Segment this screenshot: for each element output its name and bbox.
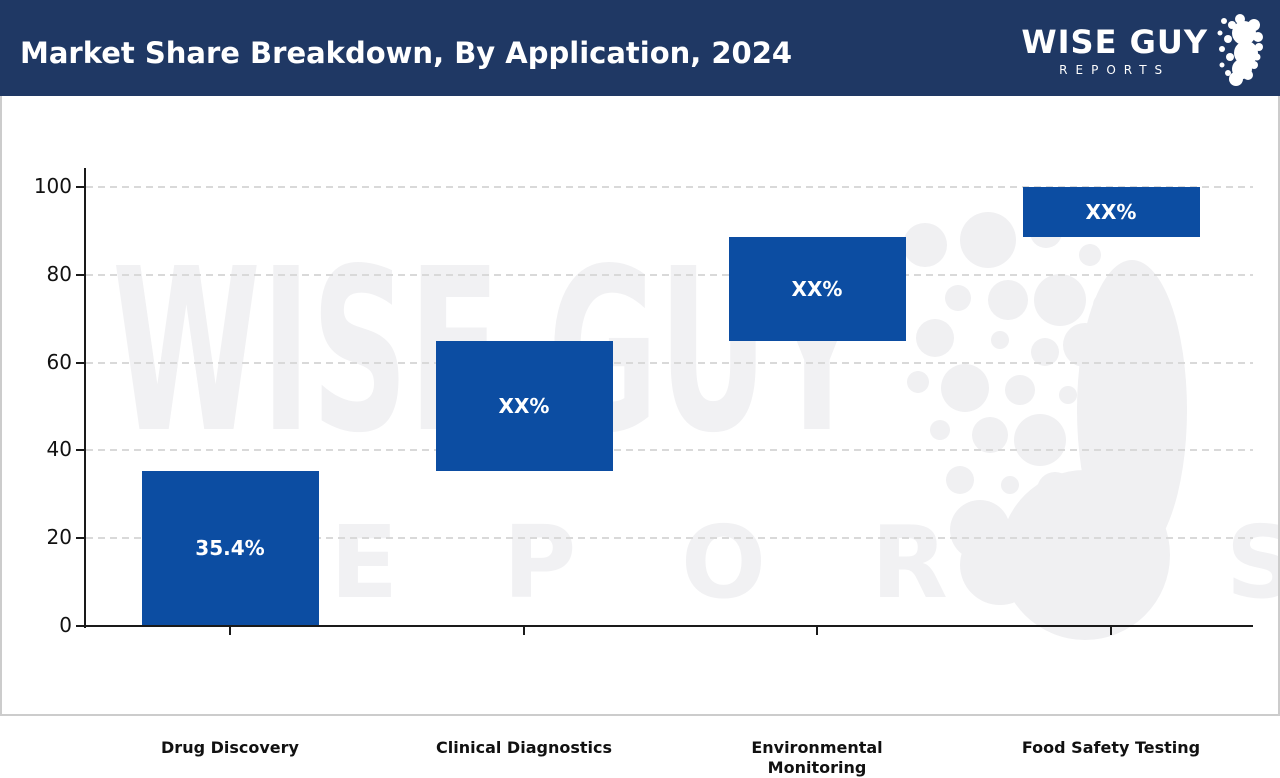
header-bar: Market Share Breakdown, By Application, … xyxy=(0,0,1280,96)
grid-line xyxy=(86,273,1253,276)
y-axis-tick xyxy=(76,273,85,276)
grid-line xyxy=(86,537,1253,540)
bar-segment: 35.4% xyxy=(141,470,319,626)
x-axis-tick xyxy=(1110,627,1112,635)
x-category-label: Food Safety Testing xyxy=(1021,738,1201,757)
y-axis-tick-label: 20 xyxy=(46,525,72,550)
x-axis-tick xyxy=(229,627,231,635)
x-category-label: Drug Discovery xyxy=(161,738,299,757)
y-axis-tick-label: 100 xyxy=(33,174,72,198)
y-axis-tick-label: 80 xyxy=(46,261,72,286)
bar-value-label: XX% xyxy=(791,277,843,302)
x-axis-tick xyxy=(523,627,525,635)
brand-logo: WISE GUY REPORTS xyxy=(1021,8,1264,92)
x-category-label: Environmental Monitoring xyxy=(751,738,883,777)
y-axis-tick xyxy=(76,537,85,540)
bar-value-label: XX% xyxy=(498,393,550,418)
y-axis-tick xyxy=(76,625,85,627)
y-axis-tick xyxy=(76,449,85,452)
grid-line xyxy=(86,361,1253,364)
page-title: Market Share Breakdown, By Application, … xyxy=(20,36,793,70)
brand-wordmark: WISE GUY xyxy=(1021,23,1208,61)
y-axis-line xyxy=(84,168,86,628)
x-axis-tick xyxy=(816,627,818,635)
y-axis-tick xyxy=(76,186,85,188)
y-axis-tick-label: 60 xyxy=(46,349,72,374)
x-category-label: Clinical Diagnostics xyxy=(436,738,612,757)
bar-value-label: XX% xyxy=(1085,200,1137,225)
bar-value-label: 35.4% xyxy=(195,536,265,561)
brand-logo-text: WISE GUY REPORTS xyxy=(1021,23,1208,77)
y-axis-tick xyxy=(76,361,85,364)
grid-line xyxy=(86,186,1253,188)
grid-line xyxy=(86,449,1253,452)
brand-head-icon xyxy=(1217,14,1263,86)
bar-segment: XX% xyxy=(1022,187,1200,238)
bar-segment: XX% xyxy=(728,237,906,341)
y-axis-tick-label: 0 xyxy=(59,613,72,637)
bar-segment: XX% xyxy=(435,340,613,471)
x-axis-line xyxy=(84,625,1253,627)
chart-area: 0 20 40 60 80 100 35.4% Drug Discovery XX% Clinic… xyxy=(0,96,1280,777)
y-axis-tick-label: 40 xyxy=(46,437,72,462)
brand-subtext: REPORTS xyxy=(1059,63,1171,77)
